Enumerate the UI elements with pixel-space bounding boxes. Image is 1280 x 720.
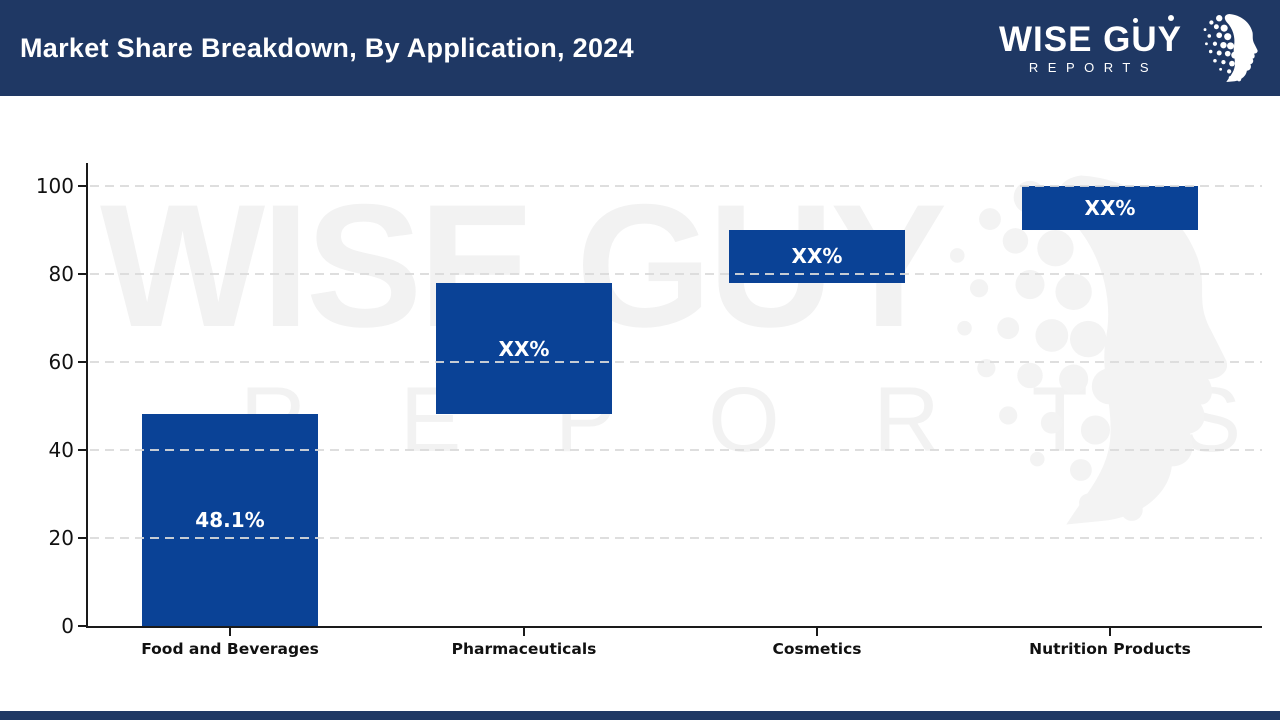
x-category-label: Cosmetics	[772, 640, 862, 658]
logo-wordmark: WISE GUY REPORTS	[998, 14, 1182, 75]
bar-food-and-beverages: 48.1%	[142, 414, 318, 626]
bar-value-label: XX%	[791, 244, 843, 269]
logo-dot-icon	[1168, 14, 1174, 21]
y-tick-mark	[78, 625, 86, 627]
x-category-label: Pharmaceuticals	[451, 640, 597, 658]
bar-value-label: XX%	[1084, 196, 1136, 220]
logo-reports-text: REPORTS	[1028, 59, 1159, 75]
gridline-80	[90, 273, 1262, 275]
x-tick-mark	[229, 628, 231, 636]
gridline-40	[90, 449, 1262, 451]
y-tick-label: 0	[61, 614, 74, 638]
x-category-label: Nutrition Products	[1029, 640, 1191, 658]
page-title: Market Share Breakdown, By Application, …	[20, 32, 634, 63]
logo-dot-icon	[1133, 17, 1138, 23]
x-axis-line	[86, 626, 1262, 628]
x-tick-mark	[1109, 628, 1111, 636]
bar-value-label: 48.1%	[195, 508, 265, 533]
logo-wiseguy-text: WISE GUY	[998, 19, 1182, 59]
y-tick-label: 40	[48, 438, 74, 462]
logo-face-icon	[1188, 12, 1266, 84]
bar-pharmaceuticals: XX%	[436, 282, 612, 415]
y-tick-label: 60	[48, 350, 74, 374]
y-tick-label: 20	[48, 526, 74, 550]
y-tick-mark	[78, 361, 86, 363]
gridline-60	[90, 361, 1262, 363]
x-category-label: Food and Beverages	[141, 640, 319, 658]
footer-bar	[0, 711, 1280, 720]
header-bar: Market Share Breakdown, By Application, …	[0, 0, 1280, 96]
wiseguy-logo: WISE GUY REPORTS	[999, 12, 1280, 84]
y-axis-line	[86, 163, 88, 628]
gridline-100	[90, 185, 1262, 187]
y-tick-label: 100	[35, 174, 74, 198]
x-tick-mark	[816, 628, 818, 636]
gridline-20	[90, 537, 1262, 539]
y-tick-mark	[78, 273, 86, 275]
y-tick-mark	[78, 185, 86, 187]
x-tick-mark	[523, 628, 525, 636]
y-tick-mark	[78, 449, 86, 451]
bar-nutrition-products: XX%	[1022, 186, 1198, 230]
y-tick-mark	[78, 537, 86, 539]
bar-value-label: XX%	[498, 336, 550, 361]
y-tick-label: 80	[48, 262, 74, 286]
